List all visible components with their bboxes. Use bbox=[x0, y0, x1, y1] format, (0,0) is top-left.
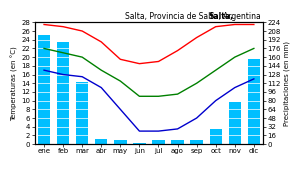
Y-axis label: Temperaturas (en °C): Temperaturas (en °C) bbox=[11, 46, 19, 121]
Bar bbox=[229, 102, 241, 144]
Bar bbox=[248, 59, 260, 144]
Y-axis label: Precipitaciones (en mm): Precipitaciones (en mm) bbox=[284, 41, 290, 126]
Bar bbox=[152, 140, 165, 144]
Text: Salta,: Salta, bbox=[208, 12, 233, 21]
Bar bbox=[171, 140, 184, 144]
Bar bbox=[114, 140, 127, 144]
Bar bbox=[133, 143, 145, 144]
Bar bbox=[38, 35, 50, 144]
Bar bbox=[76, 82, 88, 144]
Bar bbox=[209, 129, 222, 144]
Bar bbox=[95, 139, 107, 144]
Bar bbox=[190, 140, 203, 144]
Text: Salta, Provincia de Salta, Argentina: Salta, Provincia de Salta, Argentina bbox=[124, 12, 260, 21]
Bar bbox=[57, 42, 69, 144]
